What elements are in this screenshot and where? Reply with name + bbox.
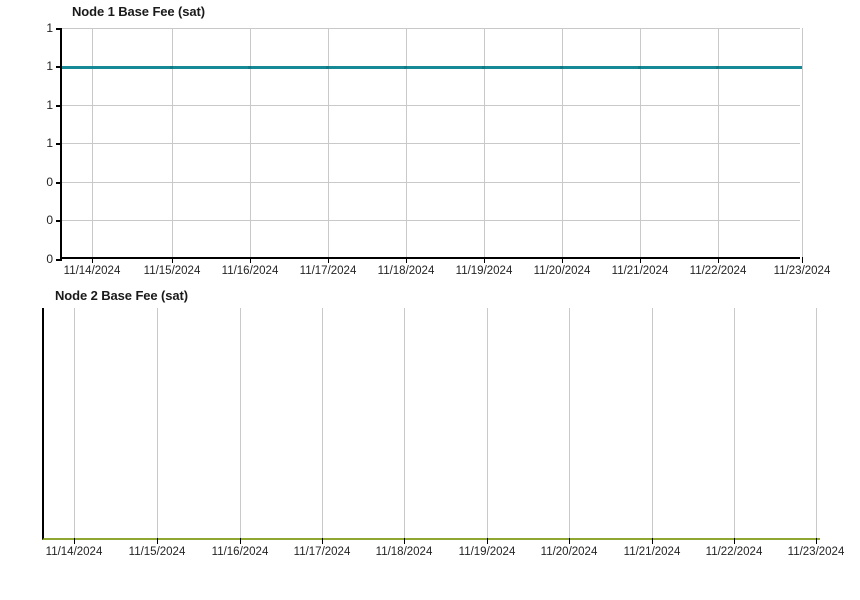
series-point (170, 66, 173, 69)
x-axis-label: 11/14/2024 (63, 265, 121, 277)
gridline-vertical (92, 28, 93, 257)
chart-panel-node-2: Node 2 Base Fee (sat) 11/14/2024 11/15/2… (0, 285, 860, 600)
chart-title-node-1: Node 1 Base Fee (sat) (72, 4, 206, 19)
x-axis-tick (92, 257, 93, 263)
series-point (326, 66, 329, 69)
x-axis-label: 11/23/2024 (787, 546, 845, 558)
y-axis-tick (56, 182, 62, 184)
gridline-horizontal (62, 105, 800, 106)
x-axis-tick (569, 538, 570, 544)
x-axis-label: 11/16/2024 (221, 265, 279, 277)
y-axis-tick (56, 220, 62, 222)
gridline-vertical (157, 308, 158, 538)
x-axis-label: 11/22/2024 (689, 265, 747, 277)
gridline-vertical (250, 28, 251, 257)
x-axis-tick (322, 538, 323, 544)
x-axis-tick (734, 538, 735, 544)
gridline-vertical (240, 308, 241, 538)
gridline-vertical (652, 308, 653, 538)
x-axis-label: 11/19/2024 (455, 265, 513, 277)
y-axis-tick (56, 143, 62, 145)
y-axis-label: 0 (46, 175, 53, 189)
x-axis-tick (240, 538, 241, 544)
x-axis-tick (718, 257, 719, 263)
gridline-vertical (718, 28, 719, 257)
gridline-vertical (406, 28, 407, 257)
plot-area-node-2: 11/14/2024 11/15/2024 11/16/2024 11/17/2… (42, 308, 844, 558)
gridline-horizontal (62, 220, 800, 221)
x-axis-label: 11/23/2024 (773, 265, 831, 277)
x-axis-tick (74, 538, 75, 544)
gridline-horizontal (62, 143, 800, 144)
y-axis-label: 0 (46, 252, 53, 266)
gridline-vertical (569, 308, 570, 538)
gridline-vertical (802, 28, 803, 257)
x-axis-tick (652, 538, 653, 544)
gridline-vertical (562, 28, 563, 257)
y-axis-label: 0 (46, 213, 53, 227)
gridline-vertical (322, 308, 323, 538)
gridline-vertical (734, 308, 735, 538)
y-axis-tick (56, 66, 62, 68)
x-axis-tick (328, 257, 329, 263)
series-point (560, 66, 563, 69)
x-axis-label: 11/19/2024 (458, 546, 516, 558)
x-axis-label: 11/16/2024 (211, 546, 269, 558)
y-axis-tick (56, 28, 62, 30)
x-axis-tick (172, 257, 173, 263)
x-axis-label: 11/20/2024 (533, 265, 591, 277)
y-axis-tick (56, 105, 62, 107)
y-axis-label: 1 (46, 21, 53, 35)
x-axis-tick (404, 538, 405, 544)
x-axis-tick (802, 257, 803, 263)
x-axis-tick (406, 257, 407, 263)
x-axis-tick (640, 257, 641, 263)
series-point (482, 66, 485, 69)
gridline-vertical (484, 28, 485, 257)
gridline-vertical (74, 308, 75, 538)
chart-panel-node-1: Node 1 Base Fee (sat) 1 (0, 0, 860, 285)
x-axis-label: 11/22/2024 (705, 546, 763, 558)
x-axis-tick (157, 538, 158, 544)
y-axis-tick (56, 259, 62, 261)
series-point (716, 66, 719, 69)
y-axis-label: 1 (46, 59, 53, 73)
x-axis-tick (250, 257, 251, 263)
y-axis-label: 1 (46, 136, 53, 150)
x-axis-label: 11/21/2024 (623, 546, 681, 558)
x-axis-label: 11/20/2024 (540, 546, 598, 558)
gridline-horizontal (62, 28, 800, 29)
x-axis-label: 11/21/2024 (611, 265, 669, 277)
x-axis-label: 11/18/2024 (377, 265, 435, 277)
x-axis-tick (484, 257, 485, 263)
x-axis-label: 11/18/2024 (375, 546, 433, 558)
series-point (638, 66, 641, 69)
gridline-vertical (487, 308, 488, 538)
series-line-node-1 (62, 66, 802, 69)
gridline-vertical (404, 308, 405, 538)
x-axis-label: 11/14/2024 (45, 546, 103, 558)
gridline-vertical (816, 308, 817, 538)
x-axis-label: 11/17/2024 (299, 265, 357, 277)
gridline-vertical (172, 28, 173, 257)
x-axis-tick (816, 538, 817, 544)
x-axis-label: 11/17/2024 (293, 546, 351, 558)
y-axis-label: 1 (46, 98, 53, 112)
x-axis-label: 11/15/2024 (128, 546, 186, 558)
gridline-vertical (640, 28, 641, 257)
gridline-vertical (328, 28, 329, 257)
series-point (404, 66, 407, 69)
gridline-horizontal (62, 182, 800, 183)
chart-title-node-2: Node 2 Base Fee (sat) (55, 288, 189, 303)
x-axis-label: 11/15/2024 (143, 265, 201, 277)
x-axis-tick (562, 257, 563, 263)
x-axis-tick (487, 538, 488, 544)
series-point (248, 66, 251, 69)
plot-area-node-1: 1 1 1 1 0 0 0 (46, 21, 830, 277)
